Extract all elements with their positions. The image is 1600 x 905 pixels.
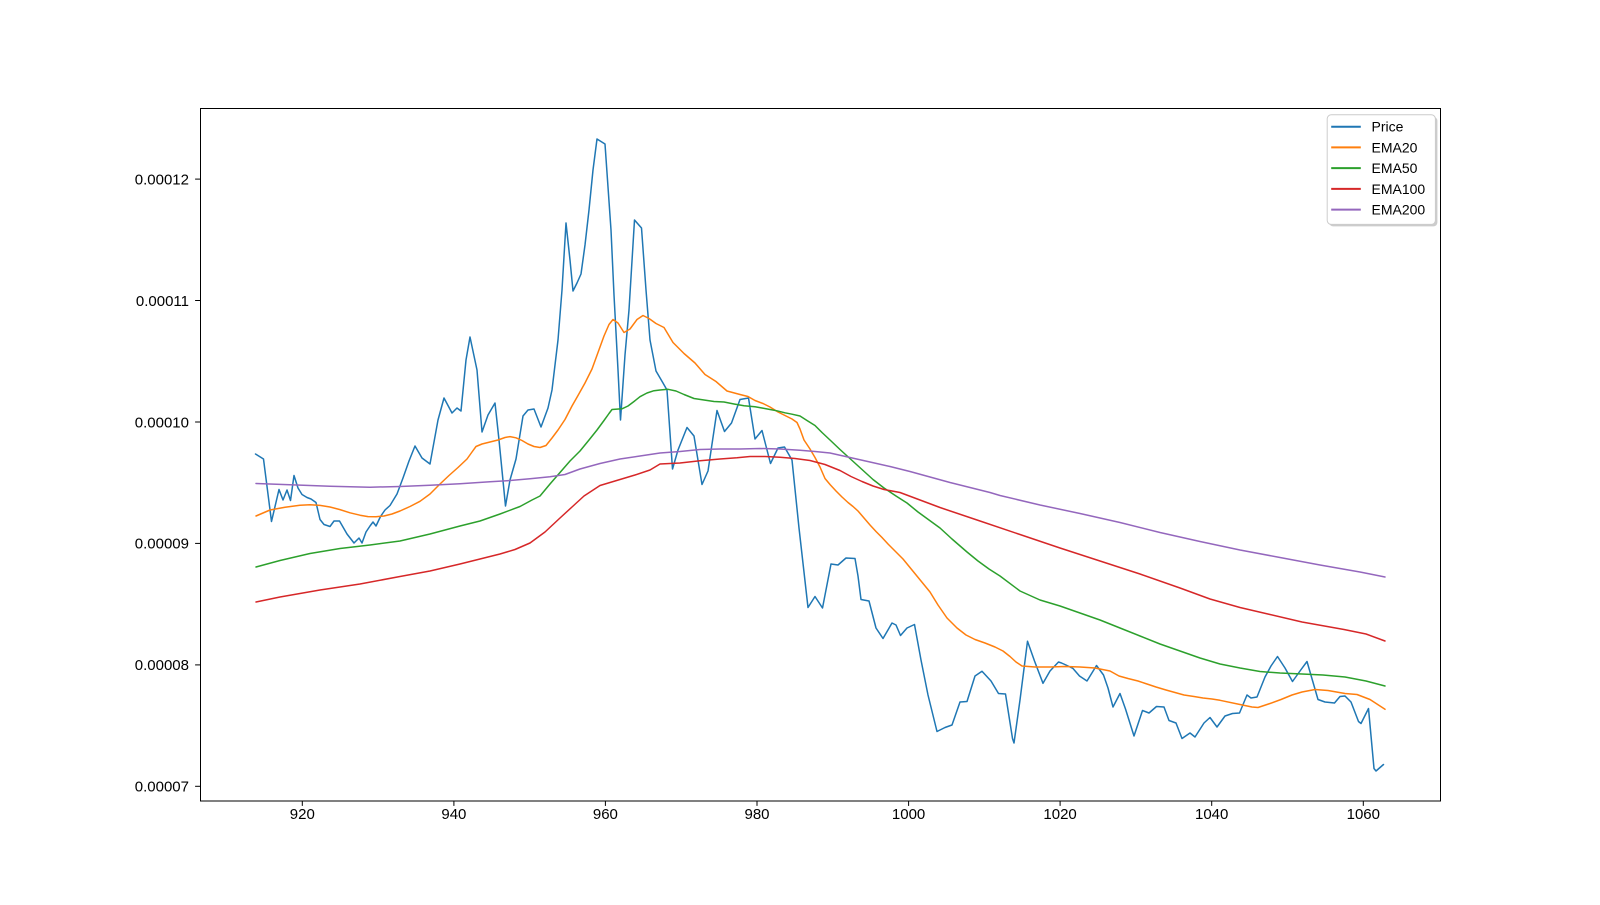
svg-text:0.00008: 0.00008 (135, 657, 189, 674)
svg-text:1040: 1040 (1195, 806, 1228, 823)
svg-text:940: 940 (441, 806, 466, 823)
svg-text:EMA20: EMA20 (1372, 139, 1418, 155)
svg-text:0.00007: 0.00007 (135, 779, 189, 796)
svg-text:Price: Price (1372, 119, 1404, 135)
svg-text:EMA200: EMA200 (1372, 202, 1426, 218)
svg-text:EMA100: EMA100 (1372, 181, 1426, 197)
svg-text:0.00012: 0.00012 (135, 171, 189, 188)
svg-text:980: 980 (744, 806, 769, 823)
svg-text:920: 920 (290, 806, 315, 823)
svg-text:1060: 1060 (1347, 806, 1380, 823)
svg-text:1000: 1000 (892, 806, 925, 823)
svg-text:0.00010: 0.00010 (135, 414, 189, 431)
svg-text:0.00009: 0.00009 (135, 536, 189, 553)
svg-text:0.00011: 0.00011 (136, 293, 189, 310)
svg-text:EMA50: EMA50 (1372, 160, 1418, 176)
svg-text:1020: 1020 (1043, 806, 1076, 823)
svg-text:960: 960 (593, 806, 618, 823)
